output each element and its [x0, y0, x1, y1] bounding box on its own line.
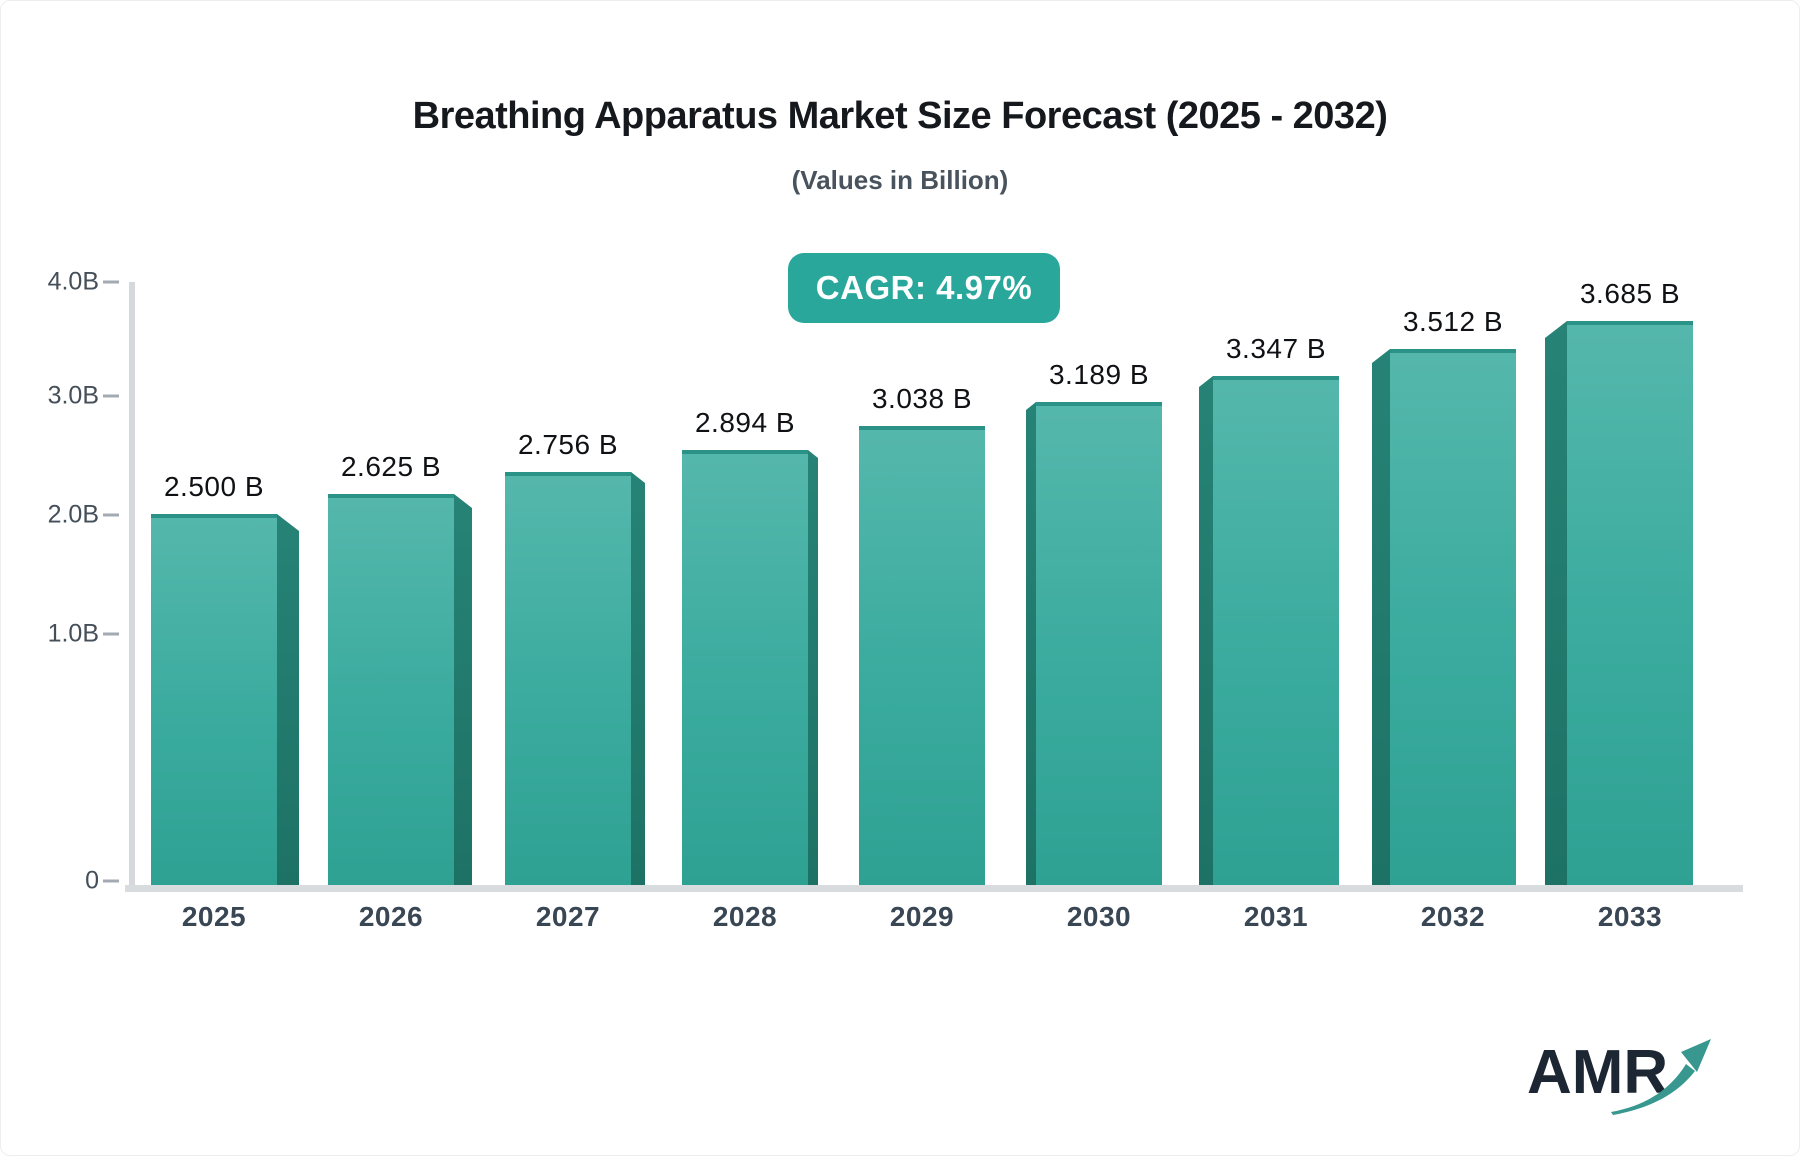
- y-tick-label-4.0B: 4.0B: [47, 267, 99, 296]
- x-axis-label-2029: 2029: [889, 901, 955, 932]
- bar-2032: [1390, 349, 1516, 885]
- x-axis-label-2031: 2031: [1243, 901, 1309, 932]
- bar-value-label-2025: 2.500 B: [163, 471, 265, 502]
- bar-value-label-2028: 2.894 B: [694, 407, 796, 438]
- bar-value-label-2031: 3.347 B: [1225, 333, 1327, 364]
- bar-2031: [1213, 376, 1339, 885]
- y-tick-mark: [103, 394, 119, 398]
- bar-side-2025: [277, 514, 299, 885]
- chart-subtitle: (Values in Billion): [791, 165, 1009, 195]
- y-tick-label-3.0B: 3.0B: [47, 381, 99, 410]
- bar-side-2031: [1199, 376, 1213, 885]
- x-axis-label-2030: 2030: [1066, 901, 1132, 932]
- amr-logo-text: AMR: [1527, 1038, 1668, 1107]
- y-tick-label-1.0B: 1.0B: [47, 619, 99, 648]
- x-axis-label-2028: 2028: [712, 901, 778, 932]
- y-tick-mark: [103, 632, 119, 636]
- bar-value-label-2026: 2.625 B: [340, 451, 442, 482]
- bar-2033: [1567, 321, 1693, 885]
- amr-logo-arrow-swoosh: [1611, 1064, 1695, 1115]
- bar-2025: [151, 514, 277, 885]
- cagr-badge-label: CAGR: 4.97%: [815, 269, 1033, 306]
- bar-side-2026: [454, 494, 472, 885]
- x-axis-label-2032: 2032: [1420, 901, 1486, 932]
- y-tick-mark: [103, 879, 119, 883]
- bar-side-2027: [631, 472, 645, 885]
- bar-side-2030: [1026, 402, 1036, 885]
- bar-2029: [859, 426, 985, 885]
- bar-value-label-2027: 2.756 B: [517, 429, 619, 460]
- y-tick-label-0: 0: [85, 866, 99, 895]
- x-axis-label-2027: 2027: [535, 901, 601, 932]
- bar-side-2032: [1372, 349, 1390, 885]
- bar-2030: [1036, 402, 1162, 885]
- x-axis-label-2033: 2033: [1597, 901, 1663, 932]
- x-axis-label-2026: 2026: [358, 901, 424, 932]
- bar-value-label-2032: 3.512 B: [1402, 306, 1504, 337]
- x-axis-label-2025: 2025: [181, 901, 247, 932]
- bar-side-2033: [1545, 321, 1567, 885]
- bar-value-label-2029: 3.038 B: [871, 383, 973, 414]
- chart-title: Breathing Apparatus Market Size Forecast…: [412, 95, 1388, 137]
- bar-2026: [328, 494, 454, 885]
- bar-value-label-2030: 3.189 B: [1048, 359, 1150, 390]
- bar-side-2028: [808, 450, 818, 885]
- y-tick-label-2.0B: 2.0B: [47, 500, 99, 529]
- cagr-badge: CAGR: 4.97%: [788, 253, 1060, 323]
- amr-logo: AMR: [1525, 1033, 1725, 1117]
- x-axis-baseline: [125, 885, 1743, 892]
- bar-value-label-2033: 3.685 B: [1579, 278, 1681, 309]
- y-axis-line: [129, 282, 135, 885]
- amr-logo-graphic: AMR: [1527, 1038, 1711, 1115]
- bar-2028: [682, 450, 808, 885]
- bar-2027: [505, 472, 631, 885]
- y-tick-mark: [103, 280, 119, 284]
- amr-logo-arrowhead: [1681, 1039, 1711, 1072]
- y-tick-mark: [103, 513, 119, 517]
